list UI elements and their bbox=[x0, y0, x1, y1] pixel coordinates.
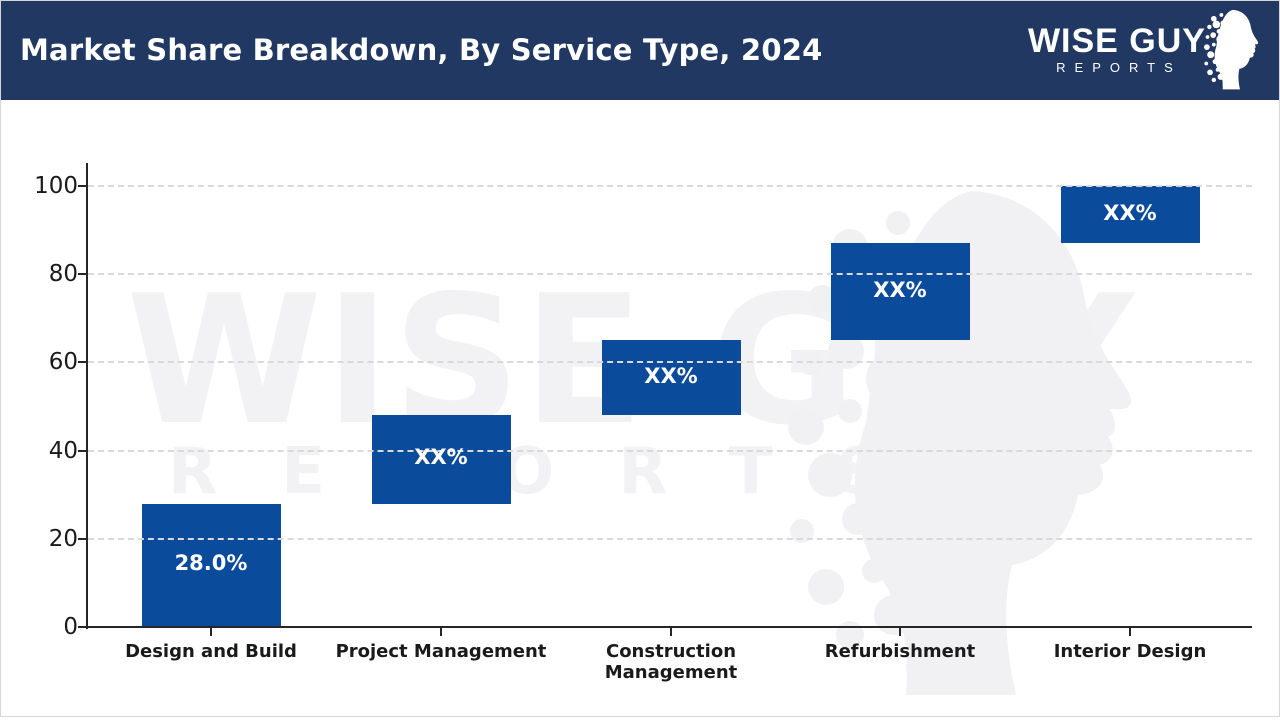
bar-segment-3 bbox=[601, 340, 741, 416]
category-label-1: Design and Build bbox=[125, 641, 297, 662]
y-tick-label-20: 20 bbox=[48, 525, 78, 552]
header-bar: Market Share Breakdown, By Service Type,… bbox=[0, 0, 1280, 100]
x-tick-2 bbox=[440, 628, 442, 636]
brand-logo-text: WISE GUY REPORTS bbox=[1028, 23, 1206, 75]
y-tick-label-100: 100 bbox=[34, 173, 78, 199]
brand-subname: REPORTS bbox=[1056, 60, 1182, 75]
y-axis-line bbox=[86, 163, 88, 629]
gridline-60 bbox=[88, 361, 1252, 364]
y-tick-80 bbox=[78, 273, 86, 276]
gridline-100 bbox=[88, 185, 1252, 187]
x-tick-1 bbox=[210, 628, 212, 636]
gridline-20 bbox=[88, 537, 1252, 540]
bar-segment-4 bbox=[830, 243, 970, 341]
bar-segment-5 bbox=[1060, 186, 1200, 244]
category-label-3: Construction Management bbox=[604, 641, 738, 683]
y-tick-20 bbox=[78, 537, 86, 540]
x-axis-line bbox=[86, 626, 1252, 628]
bar-value-label-2: XX% bbox=[414, 445, 468, 470]
y-tick-label-0: 0 bbox=[63, 614, 78, 640]
y-tick-label-80: 80 bbox=[48, 261, 78, 288]
bar-segment-2 bbox=[371, 415, 511, 504]
y-tick-label-60: 60 bbox=[48, 349, 78, 376]
category-label-2: Project Management bbox=[335, 641, 547, 662]
gridline-80 bbox=[88, 273, 1252, 276]
y-tick-label-40: 40 bbox=[48, 437, 78, 464]
bar-value-label-5: XX% bbox=[1103, 200, 1157, 225]
bar-segment-1 bbox=[141, 503, 281, 627]
x-tick-5 bbox=[1129, 628, 1131, 636]
bar-value-label-3: XX% bbox=[644, 363, 698, 388]
chart-plot-area: 0 20 40 60 80 100 28.0% Design and Build XX% Proj… bbox=[0, 100, 1280, 720]
y-tick-0 bbox=[78, 626, 86, 628]
y-tick-60 bbox=[78, 361, 86, 364]
bar-value-label-4: XX% bbox=[873, 277, 927, 302]
y-tick-40 bbox=[78, 449, 86, 452]
y-tick-100 bbox=[78, 185, 86, 187]
chart-title: Market Share Breakdown, By Service Type,… bbox=[20, 33, 823, 67]
category-label-4: Refurbishment bbox=[824, 641, 976, 662]
bar-value-label-1: 28.0% bbox=[174, 551, 248, 576]
x-tick-3 bbox=[670, 628, 672, 636]
category-label-5: Interior Design bbox=[1053, 641, 1207, 662]
brand-logo: WISE GUY REPORTS bbox=[1028, 8, 1266, 90]
x-tick-4 bbox=[899, 628, 901, 636]
brand-name: WISE GUY bbox=[1027, 22, 1206, 60]
brand-head-icon bbox=[1202, 8, 1266, 90]
gridline-40 bbox=[88, 449, 1252, 452]
